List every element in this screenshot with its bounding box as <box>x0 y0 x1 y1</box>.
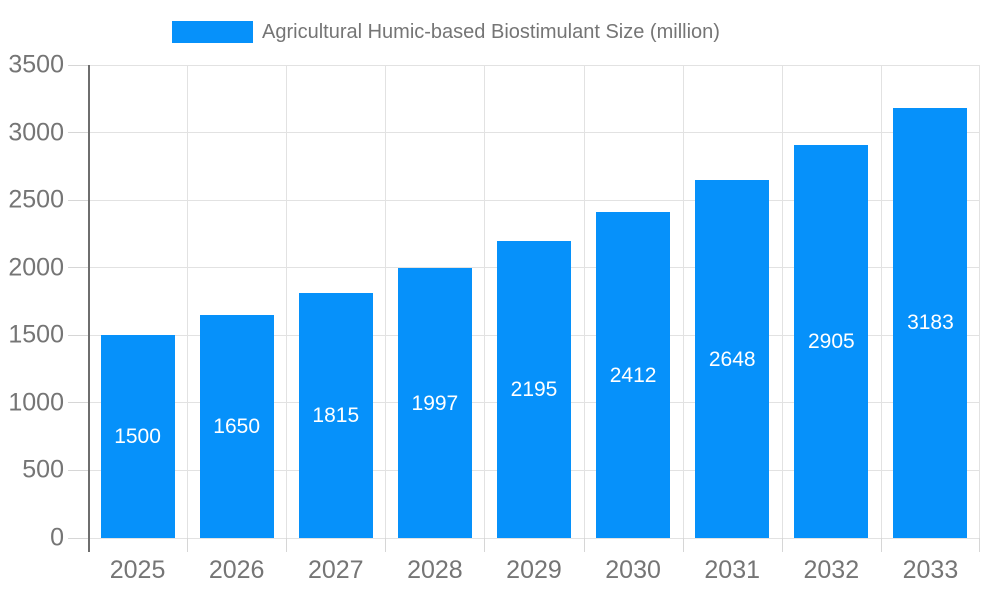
gridline-vertical <box>979 65 980 538</box>
x-axis-label-2026: 2026 <box>208 556 265 584</box>
bar-2032[interactable]: 2905 <box>794 145 869 538</box>
bar-2028[interactable]: 1997 <box>397 268 472 538</box>
y-axis-tick-label: 1500 <box>8 320 64 349</box>
bar-value-label: 1997 <box>411 391 459 415</box>
bar-value-label: 3183 <box>907 311 954 335</box>
gridline-vertical <box>484 65 485 538</box>
y-axis-line <box>88 65 90 552</box>
bar-value-label: 1650 <box>213 414 261 438</box>
legend-label: Agricultural Humic-based Biostimulant Si… <box>262 20 720 43</box>
y-axis-tick <box>68 469 88 471</box>
x-axis-tick <box>979 538 980 552</box>
y-axis-tick <box>68 199 88 201</box>
x-axis-label-2032: 2032 <box>803 556 860 584</box>
y-axis-tick <box>68 334 88 336</box>
x-axis-label-2029: 2029 <box>506 556 562 584</box>
x-axis-tick <box>484 538 485 552</box>
legend[interactable]: Agricultural Humic-based Biostimulant Si… <box>172 21 720 43</box>
y-axis-tick-label: 2000 <box>8 253 64 282</box>
x-axis-tick <box>683 538 684 552</box>
bar-2029[interactable]: 2195 <box>497 241 571 538</box>
x-axis-label-2028: 2028 <box>407 556 463 584</box>
gridline-vertical <box>286 65 287 538</box>
gridline-vertical <box>187 65 188 538</box>
gridline-vertical <box>683 65 684 538</box>
y-axis-tick-label: 3000 <box>8 118 64 147</box>
bar-2031[interactable]: 2648 <box>695 180 770 538</box>
bar-value-label: 2648 <box>708 347 756 371</box>
x-axis-tick <box>385 538 386 552</box>
y-axis-tick <box>68 537 88 539</box>
gridline-horizontal <box>88 132 980 134</box>
x-axis-tick <box>286 538 287 552</box>
bar-value-label: 1500 <box>114 425 161 449</box>
legend-swatch <box>172 21 253 43</box>
y-axis-tick-label: 1000 <box>8 388 64 417</box>
y-axis-tick-label: 0 <box>50 523 64 552</box>
bar-value-label: 2412 <box>609 363 657 387</box>
bar-2033[interactable]: 3183 <box>893 107 968 538</box>
x-axis-label-2033: 2033 <box>902 556 959 584</box>
x-axis-label-2027: 2027 <box>307 556 364 584</box>
y-axis-tick <box>68 402 88 404</box>
y-axis-tick <box>68 267 88 269</box>
y-axis-tick-label: 2500 <box>8 185 64 214</box>
y-axis-tick <box>68 64 88 66</box>
bar-value-label: 2905 <box>807 330 855 354</box>
x-axis-label-2025: 2025 <box>109 556 166 584</box>
plot-area: 0 500 1000 1500 2000 2500 3000 3500 1500 1650 1815… <box>8 51 980 584</box>
gridline-vertical <box>782 65 783 538</box>
bar-2026[interactable]: 1650 <box>199 315 274 538</box>
bar-2027[interactable]: 1815 <box>298 292 373 538</box>
gridline-vertical <box>881 65 882 538</box>
y-axis-tick-label: 500 <box>22 455 64 484</box>
x-axis-tick <box>881 538 882 552</box>
x-axis-label-2031: 2031 <box>704 556 761 584</box>
bar-2025[interactable]: 1500 <box>100 335 175 538</box>
x-axis-tick <box>187 538 188 552</box>
gridline-vertical <box>385 65 386 538</box>
bar-value-label: 2195 <box>510 378 558 402</box>
gridline-horizontal <box>88 199 980 201</box>
bar-value-label: 1815 <box>312 403 360 427</box>
y-axis-tick-label: 3500 <box>8 50 64 79</box>
x-axis-tick <box>584 538 585 552</box>
y-axis-tick <box>68 132 88 134</box>
x-axis-label-2030: 2030 <box>605 556 661 584</box>
gridline-horizontal <box>88 537 980 539</box>
x-axis-tick <box>782 538 783 552</box>
gridline-vertical <box>584 65 585 538</box>
bar-2030[interactable]: 2412 <box>596 212 671 538</box>
gridline-horizontal <box>88 64 980 66</box>
